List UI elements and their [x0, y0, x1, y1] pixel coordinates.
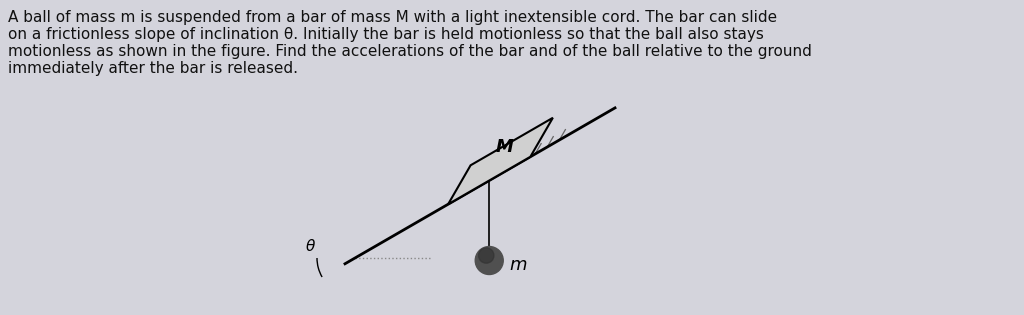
Polygon shape: [449, 118, 553, 204]
Text: on a frictionless slope of inclination θ. Initially the bar is held motionless s: on a frictionless slope of inclination θ…: [8, 27, 764, 42]
Circle shape: [475, 247, 503, 274]
Text: motionless as shown in the figure. Find the accelerations of the bar and of the : motionless as shown in the figure. Find …: [8, 44, 812, 59]
Text: A ball of mass m is suspended from a bar of mass M with a light inextensible cor: A ball of mass m is suspended from a bar…: [8, 10, 777, 25]
Text: immediately after the bar is released.: immediately after the bar is released.: [8, 61, 298, 76]
Text: m: m: [509, 255, 526, 273]
Circle shape: [478, 248, 494, 263]
Text: θ: θ: [305, 239, 315, 254]
Text: M: M: [496, 138, 513, 156]
